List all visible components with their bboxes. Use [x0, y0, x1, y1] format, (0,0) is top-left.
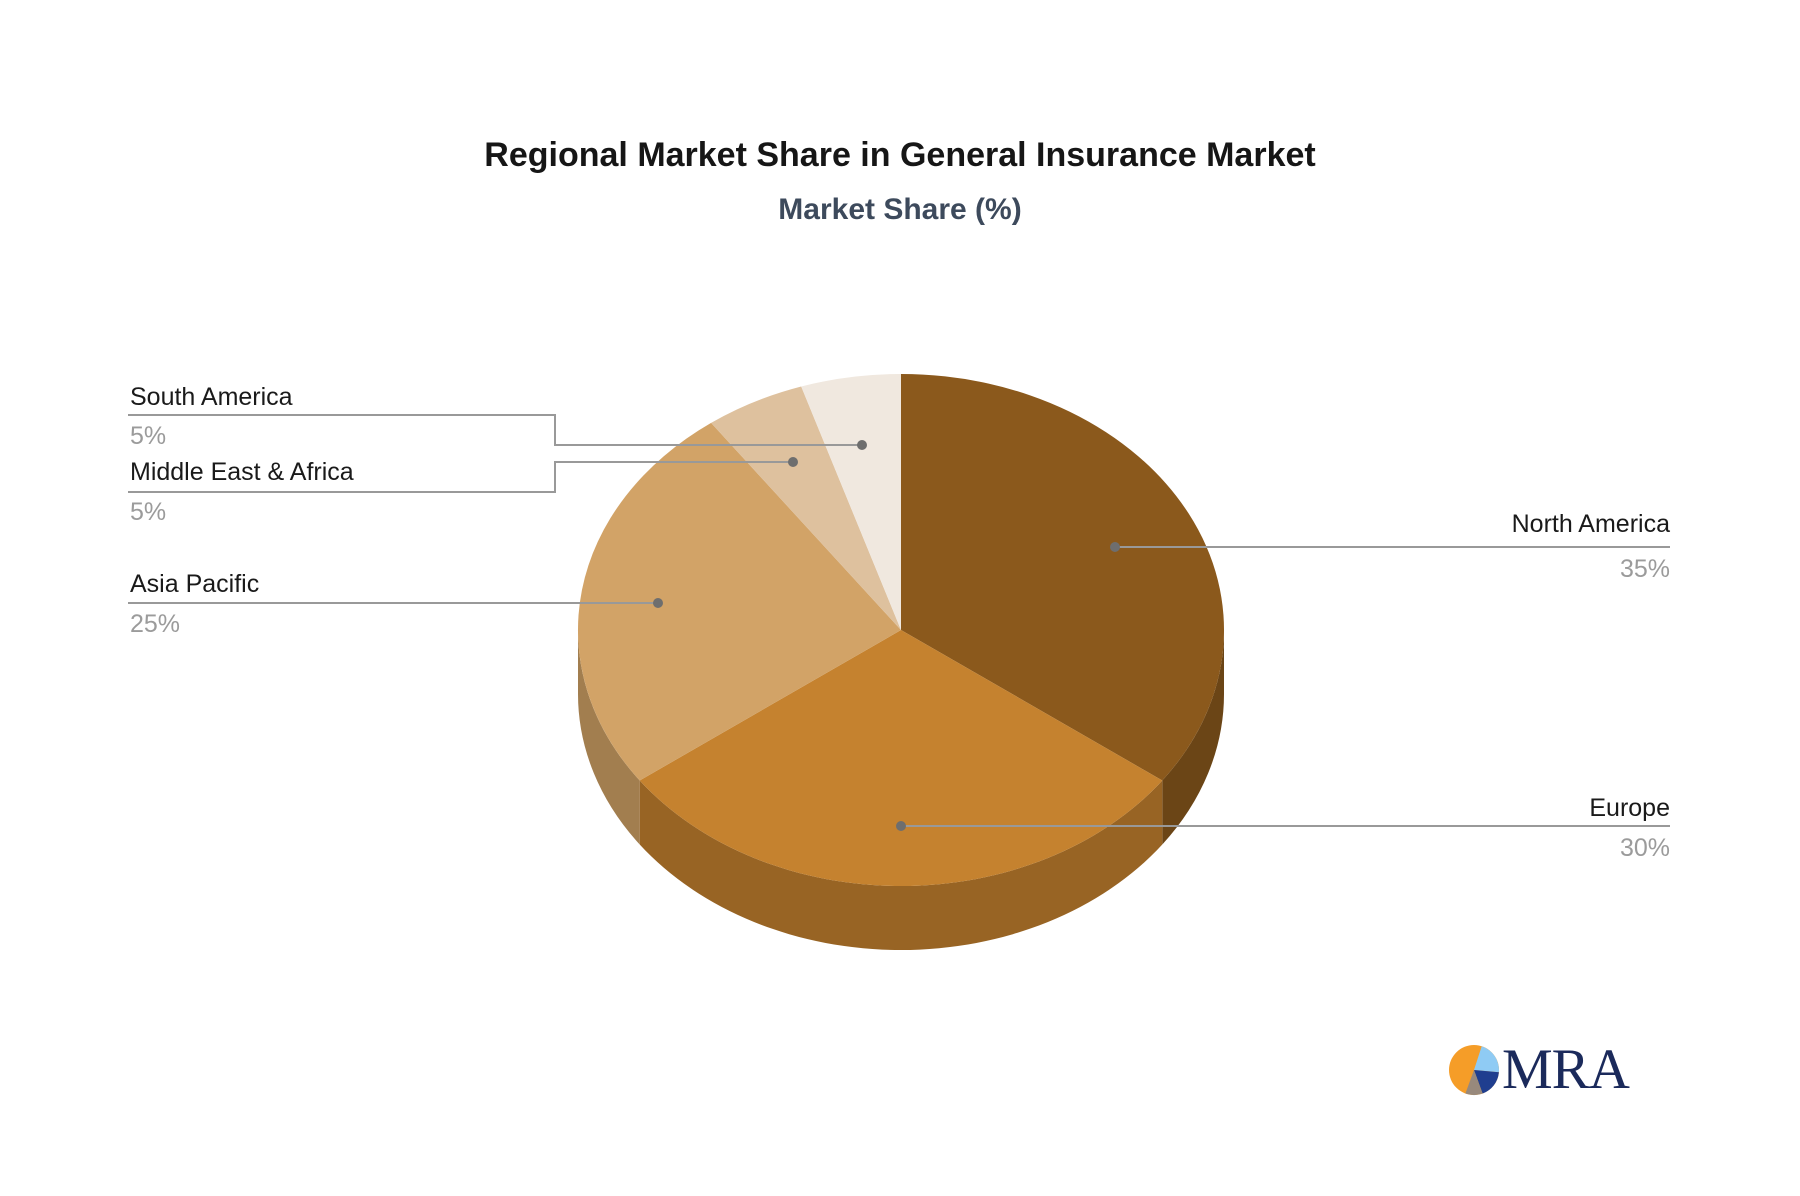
value-south-america: 5% — [130, 422, 167, 450]
callout-line-middle-east-africa — [128, 461, 793, 493]
logo-text: MRA — [1502, 1038, 1630, 1101]
pie-side-asia-pacific — [578, 630, 640, 845]
label-europe: Europe — [1589, 794, 1670, 822]
pie-slice-europe[interactable] — [639, 630, 1163, 887]
pie-side-north-america — [1162, 630, 1224, 845]
brand-logo: MRA — [1448, 1038, 1630, 1101]
value-europe: 30% — [1619, 834, 1670, 862]
pie-slice-asia-pacific[interactable] — [577, 422, 901, 781]
callout-line-south-america — [128, 414, 862, 446]
value-middle-east-africa: 5% — [130, 498, 167, 526]
pie-top-slices — [577, 373, 1225, 887]
callout-dot-south-america — [857, 440, 867, 450]
pie-slice-south-america[interactable] — [801, 374, 901, 630]
callout-dot-north-america — [1110, 542, 1120, 552]
value-north-america: 35% — [1619, 555, 1670, 583]
callout-dot-asia-pacific — [653, 598, 663, 608]
pie-slice-middle-east-africa[interactable] — [711, 386, 901, 631]
callout-dots — [653, 440, 1120, 831]
pie-side-europe — [639, 780, 1163, 951]
value-asia-pacific: 25% — [130, 610, 181, 638]
label-south-america: South America — [130, 383, 293, 411]
callout-lines — [128, 414, 1670, 827]
label-asia-pacific: Asia Pacific — [130, 570, 260, 598]
callout-dot-middle-east-africa — [788, 457, 798, 467]
label-middle-east-africa: Middle East & Africa — [130, 458, 354, 486]
logo-pie-icon — [1449, 1045, 1499, 1096]
pie-slice-north-america[interactable] — [901, 373, 1225, 781]
chart-title: Regional Market Share in General Insuran… — [484, 136, 1316, 174]
chart-subtitle: Market Share (%) — [778, 193, 1022, 226]
label-north-america: North America — [1511, 510, 1670, 538]
pie-depth-sides — [578, 630, 1224, 951]
callout-dot-europe — [896, 821, 906, 831]
